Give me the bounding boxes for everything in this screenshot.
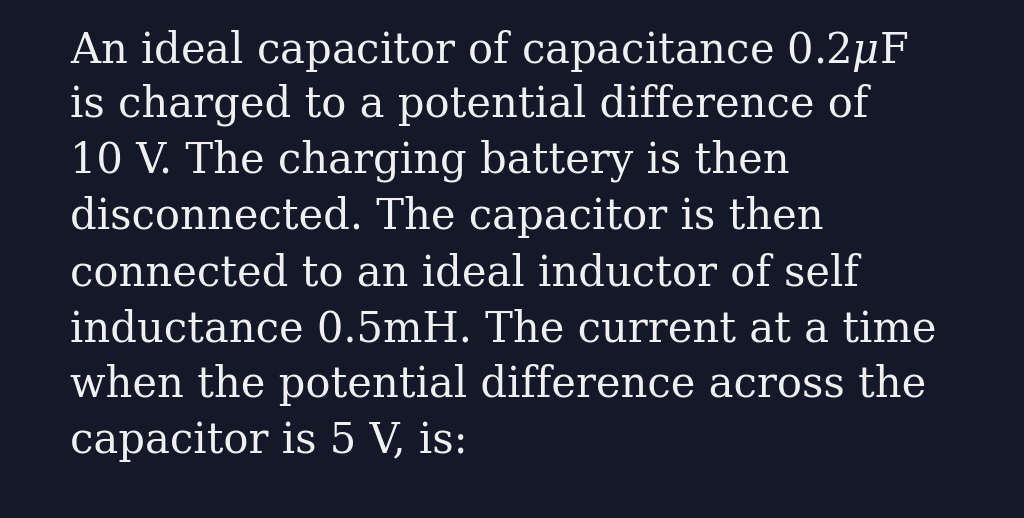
Text: is charged to a potential difference of: is charged to a potential difference of xyxy=(70,84,868,126)
Text: capacitor is 5 V, is:: capacitor is 5 V, is: xyxy=(70,420,468,462)
Text: An ideal capacitor of capacitance $0.2\mu$F: An ideal capacitor of capacitance $0.2\m… xyxy=(70,28,908,74)
Text: connected to an ideal inductor of self: connected to an ideal inductor of self xyxy=(70,252,859,294)
Text: when the potential difference across the: when the potential difference across the xyxy=(70,364,927,406)
Text: 10 V. The charging battery is then: 10 V. The charging battery is then xyxy=(70,140,790,182)
Text: disconnected. The capacitor is then: disconnected. The capacitor is then xyxy=(70,196,823,238)
Text: inductance 0.5mH. The current at a time: inductance 0.5mH. The current at a time xyxy=(70,308,937,350)
